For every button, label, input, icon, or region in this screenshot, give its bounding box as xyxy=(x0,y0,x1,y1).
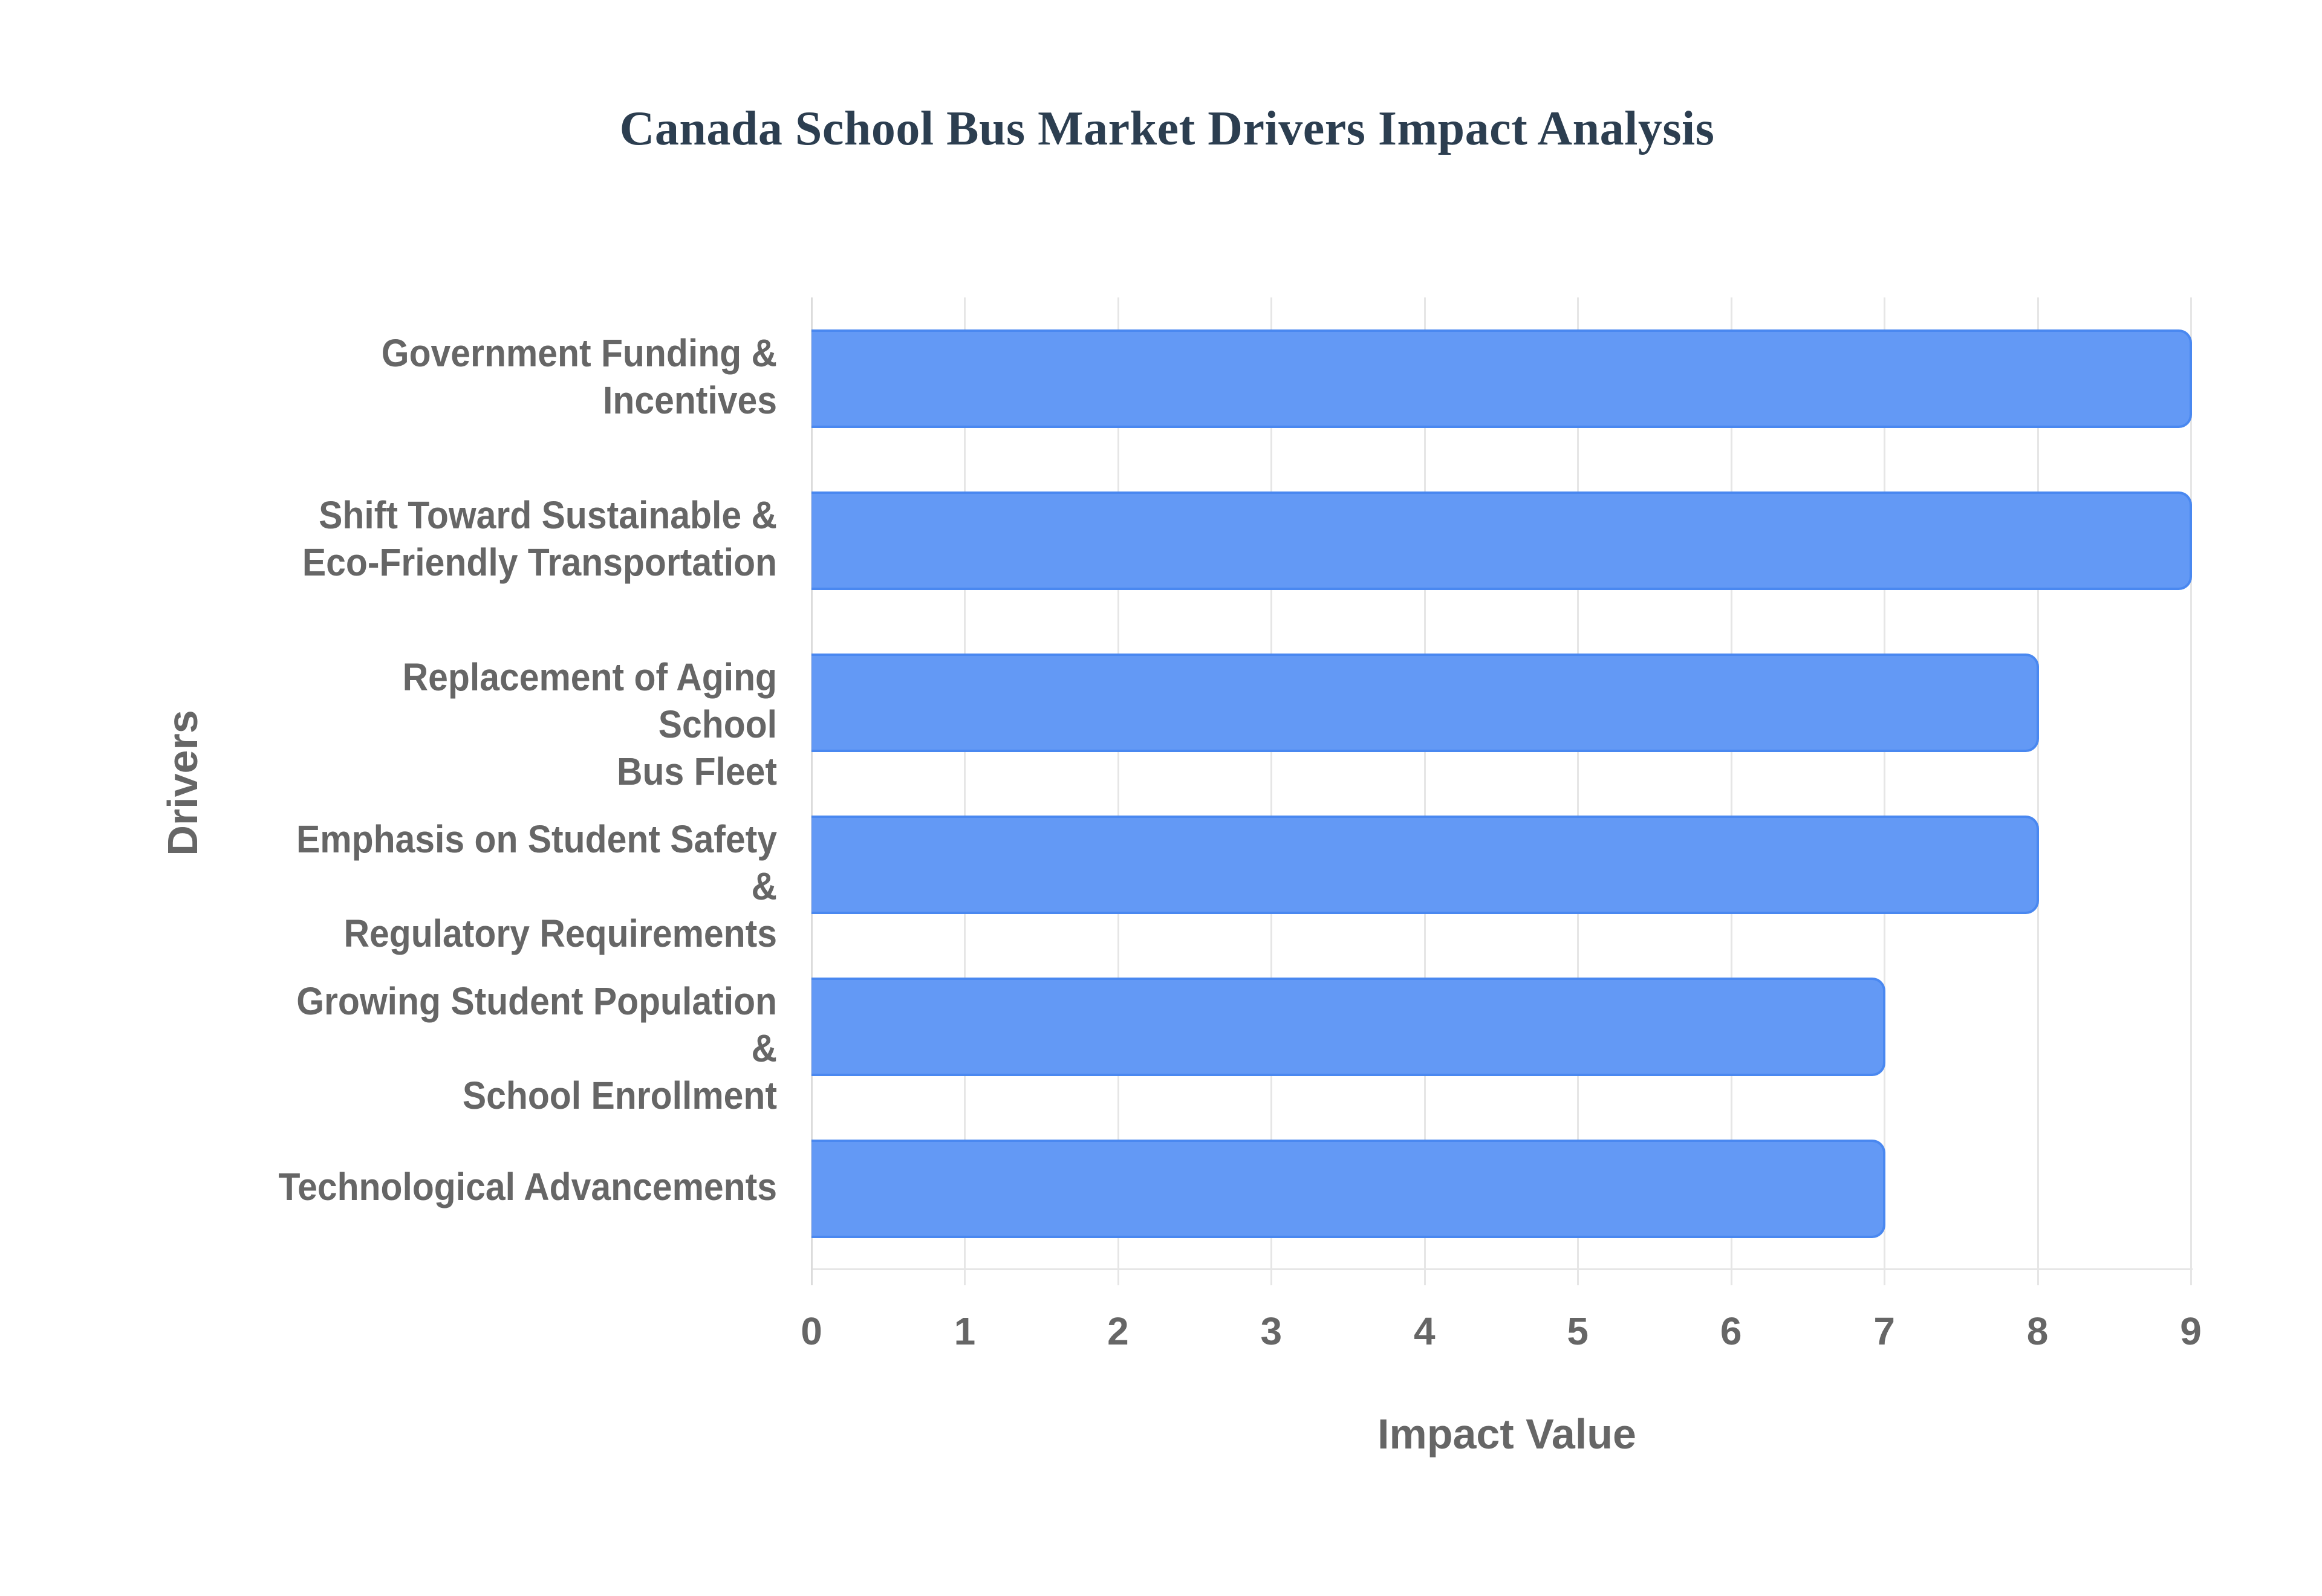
y-axis-label-line: Technological Advancements xyxy=(278,1164,777,1208)
y-axis-label: Government Funding & Incentives xyxy=(276,329,777,424)
y-axis-label-line: Regulatory Requirements xyxy=(343,911,777,955)
x-tick-label: 3 xyxy=(1260,1309,1283,1353)
x-tick-label: 4 xyxy=(1413,1309,1436,1353)
y-axis-label-line: Replacement of Aging School xyxy=(402,655,777,746)
chart-title: Canada School Bus Market Drivers Impact … xyxy=(619,102,1715,155)
gridline-4 xyxy=(1423,297,1426,1285)
y-axis-label-line: Shift Toward Sustainable & xyxy=(319,493,777,537)
x-tick-label: 1 xyxy=(954,1309,976,1353)
gridline-7 xyxy=(1884,297,1886,1285)
gridline-2 xyxy=(1117,297,1119,1285)
gridline-6 xyxy=(1730,297,1732,1285)
bar[interactable] xyxy=(811,978,1886,1076)
y-axis-title: Drivers xyxy=(159,710,206,856)
gridline-9 xyxy=(2190,297,2192,1285)
gridline-8 xyxy=(2037,297,2039,1285)
y-axis-label: Replacement of Aging School Bus Fleet xyxy=(276,654,777,795)
bar[interactable] xyxy=(811,1140,1886,1238)
y-axis-label-line: Bus Fleet xyxy=(616,749,777,793)
y-axis-label-line: Eco-Friendly Transportation xyxy=(302,540,777,584)
gridline-3 xyxy=(1270,297,1273,1285)
bar[interactable] xyxy=(811,654,2039,752)
x-tick-label: 5 xyxy=(1567,1309,1589,1353)
y-axis-label-line: Emphasis on Student Safety & xyxy=(296,817,777,908)
x-axis-line xyxy=(811,1268,2193,1270)
bar[interactable] xyxy=(811,816,2039,914)
x-tick-label: 2 xyxy=(1107,1309,1129,1353)
x-tick-label: 6 xyxy=(1720,1309,1742,1353)
y-axis-label-line: Government Funding & xyxy=(381,331,777,375)
y-axis-label: Shift Toward Sustainable & Eco-Friendly T… xyxy=(276,491,777,586)
y-axis-label-line: Incentives xyxy=(603,378,777,422)
bar[interactable] xyxy=(811,329,2192,428)
y-axis-label: Emphasis on Student Safety & Regulatory R… xyxy=(276,816,777,957)
y-axis-label-line: Growing Student Population & xyxy=(296,979,777,1070)
y-axis-label: Technological Advancements xyxy=(276,1163,777,1210)
x-tick-label: 8 xyxy=(2026,1309,2049,1353)
x-tick-label: 9 xyxy=(2180,1309,2202,1353)
gridline-5 xyxy=(1577,297,1579,1285)
y-axis-label: Growing Student Population & School Enrol… xyxy=(276,978,777,1119)
gridline-0 xyxy=(811,297,813,1285)
gridline-1 xyxy=(964,297,966,1285)
plot-area xyxy=(811,297,2193,1285)
x-tick-label: 0 xyxy=(801,1309,822,1353)
bar[interactable] xyxy=(811,491,2192,590)
y-axis-label-line: School Enrollment xyxy=(462,1073,777,1117)
x-tick-label: 7 xyxy=(1873,1309,1895,1353)
x-axis-title: Impact Value xyxy=(1377,1410,1636,1458)
